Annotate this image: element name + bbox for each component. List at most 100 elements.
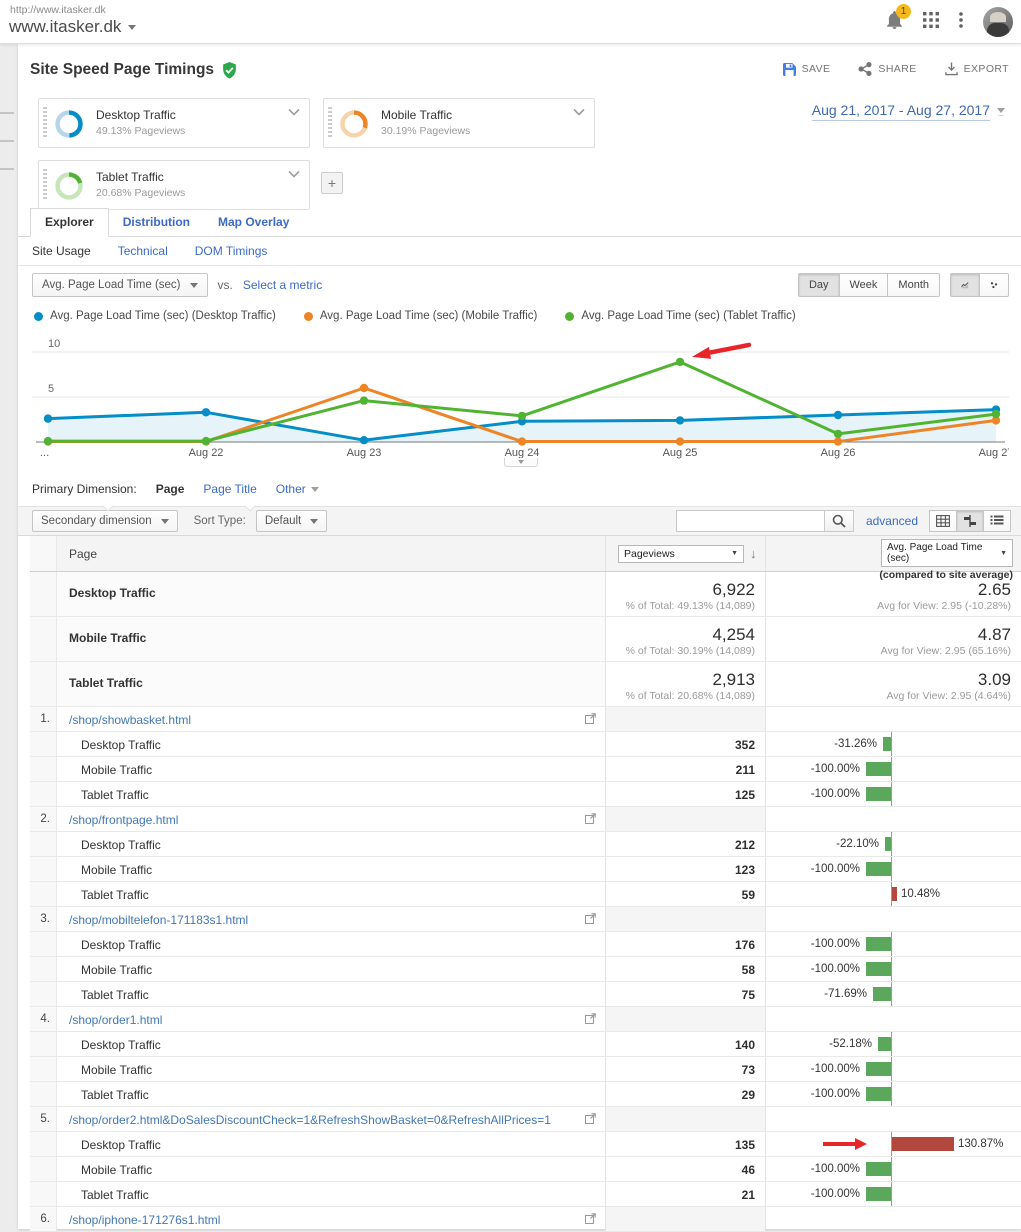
bar-axis-line [891, 757, 892, 781]
more-menu-button[interactable] [959, 11, 963, 33]
bar-axis-line [891, 957, 892, 981]
segment-row-name: Desktop Traffic [81, 738, 161, 752]
metric-selector-label: Avg. Page Load Time (sec) [42, 279, 181, 291]
segment-card[interactable]: Desktop Traffic 49.13% Pageviews [38, 98, 310, 148]
comparison-view-button[interactable] [956, 510, 984, 532]
avatar[interactable] [983, 7, 1013, 37]
pageviews-column-selector[interactable]: Pageviews ▼ [618, 544, 744, 563]
save-button[interactable]: SAVE [782, 62, 831, 76]
external-link-icon[interactable] [585, 713, 596, 724]
scatter-chart-view-button[interactable] [979, 273, 1009, 297]
subtab-technical[interactable]: Technical [117, 244, 168, 258]
summary-segment-name: Mobile Traffic [69, 631, 147, 645]
segment-data-row: Tablet Traffic 125 -100.00% [30, 782, 1021, 807]
tab-distribution[interactable]: Distribution [122, 215, 191, 229]
tab-map-overlay[interactable]: Map Overlay [218, 215, 290, 229]
chevron-down-icon[interactable] [288, 108, 300, 116]
add-segment-button[interactable]: + [321, 172, 343, 194]
table-view-toggle [929, 510, 1011, 532]
secondary-dimension-button[interactable]: Secondary dimension [32, 510, 178, 532]
select-metric-link[interactable]: Select a metric [242, 278, 323, 292]
chart-canvas[interactable]: 5 10... Aug 22 Aug 23 Aug 24 Aug 25 Aug 26 Aug … [32, 330, 1013, 462]
pivot-view-button[interactable] [983, 510, 1011, 532]
page-link[interactable]: /shop/showbasket.html [69, 713, 192, 727]
chart-collapse-handle[interactable] [504, 458, 538, 467]
metric-column-selector[interactable]: Avg. Page Load Time (sec) ▼ [881, 539, 1013, 567]
line-chart-view-button[interactable] [950, 273, 980, 297]
dimension-other[interactable]: Other [276, 482, 319, 496]
row-index: 4. [30, 1007, 57, 1031]
page-url-row: 6. /shop/iphone-171276s1.html [30, 1207, 1021, 1232]
svg-text:Aug 22: Aug 22 [189, 447, 224, 459]
notifications-button[interactable]: 1 [886, 3, 911, 34]
external-link-icon[interactable] [585, 813, 596, 824]
segment-data-row: Tablet Traffic 59 10.48% [30, 882, 1021, 907]
subtab-dom-timings[interactable]: DOM Timings [194, 244, 268, 258]
sort-descending-icon[interactable]: ↓ [750, 546, 757, 561]
bar-axis-line [891, 882, 892, 906]
page-url-row: 4. /shop/order1.html [30, 1007, 1021, 1032]
comparison-percent: -100.00% [810, 788, 860, 800]
bar-axis-line [891, 782, 892, 806]
date-range-selector[interactable]: Aug 21, 2017 - Aug 27, 2017 [811, 102, 1005, 121]
share-button[interactable]: SHARE [858, 62, 916, 76]
advanced-search-link[interactable]: advanced [865, 514, 918, 528]
pageviews-value: 135 [605, 1132, 765, 1156]
apps-grid-button[interactable] [923, 11, 939, 33]
row-index [30, 857, 57, 881]
report-header: Site Speed Page Timings SAVE SHARE EXPOR… [18, 44, 1021, 92]
comparison-percent: -100.00% [810, 863, 860, 875]
chevron-down-icon [310, 486, 319, 492]
pageviews-value: 176 [605, 932, 765, 956]
segment-area: Desktop Traffic 49.13% Pageviews Mobile Tr… [18, 92, 1021, 210]
dimension-page-title[interactable]: Page Title [203, 482, 257, 496]
sort-type-button[interactable]: Default [255, 510, 328, 532]
chevron-down-icon[interactable] [573, 108, 585, 116]
segment-data-row: Mobile Traffic 46 -100.00% [30, 1157, 1021, 1182]
segment-name: Tablet Traffic [96, 170, 164, 184]
vs-label: vs. [217, 278, 233, 292]
bar-axis-line [891, 832, 892, 856]
row-index [30, 662, 57, 706]
granularity-week[interactable]: Week [838, 273, 889, 297]
search-button[interactable] [823, 510, 854, 532]
row-index: 2. [30, 807, 57, 831]
table-toolbar: Secondary dimension Sort Type: Default a… [18, 500, 1021, 536]
granularity-month[interactable]: Month [887, 273, 940, 297]
dimension-page[interactable]: Page [155, 482, 185, 496]
segment-card[interactable]: Tablet Traffic 20.68% Pageviews [38, 160, 310, 210]
summary-row: Tablet Traffic 2,913% of Total: 20.68% (1… [30, 662, 1021, 707]
subtab-site-usage[interactable]: Site Usage [32, 244, 91, 258]
page-link[interactable]: /shop/order1.html [69, 1013, 163, 1027]
page-link[interactable]: /shop/order2.html&DoSalesDiscountCheck=1… [69, 1113, 551, 1127]
data-view-button[interactable] [929, 510, 957, 532]
page-link[interactable]: /shop/iphone-171276s1.html [69, 1213, 221, 1227]
row-index [30, 757, 57, 781]
metric-column-subtitle: (compared to site average) [879, 569, 1013, 581]
row-index: 1. [30, 707, 57, 731]
page-link[interactable]: /shop/frontpage.html [69, 813, 179, 827]
property-selector[interactable]: www.itasker.dk [9, 17, 137, 37]
granularity-day[interactable]: Day [797, 273, 840, 297]
segment-data-row: Tablet Traffic 21 -100.00% [30, 1182, 1021, 1207]
table-search-input[interactable] [675, 510, 824, 532]
sort-type-label: Sort Type: [193, 515, 246, 527]
row-index [30, 1157, 57, 1181]
external-link-icon[interactable] [585, 1113, 596, 1124]
metric-selector[interactable]: Avg. Page Load Time (sec) [32, 273, 208, 297]
bar-axis-line [891, 1082, 892, 1106]
page-column-header[interactable]: Page [69, 547, 98, 561]
external-link-icon[interactable] [585, 1213, 596, 1224]
drag-handle-icon [43, 107, 47, 139]
external-link-icon[interactable] [585, 1013, 596, 1024]
tab-explorer[interactable]: Explorer [30, 208, 109, 237]
pageviews-value: 123 [605, 857, 765, 881]
external-link-icon[interactable] [585, 913, 596, 924]
chevron-down-icon[interactable] [288, 170, 300, 178]
export-button[interactable]: EXPORT [944, 62, 1009, 76]
segment-card[interactable]: Mobile Traffic 30.19% Pageviews [323, 98, 595, 148]
segment-donut-icon [55, 172, 83, 200]
segment-row-name: Mobile Traffic [81, 1163, 153, 1177]
summary-metric: 2.65 Avg for View: 2.95 (-10.28%) [765, 572, 1021, 616]
page-link[interactable]: /shop/mobiltelefon-171183s1.html [69, 913, 249, 927]
